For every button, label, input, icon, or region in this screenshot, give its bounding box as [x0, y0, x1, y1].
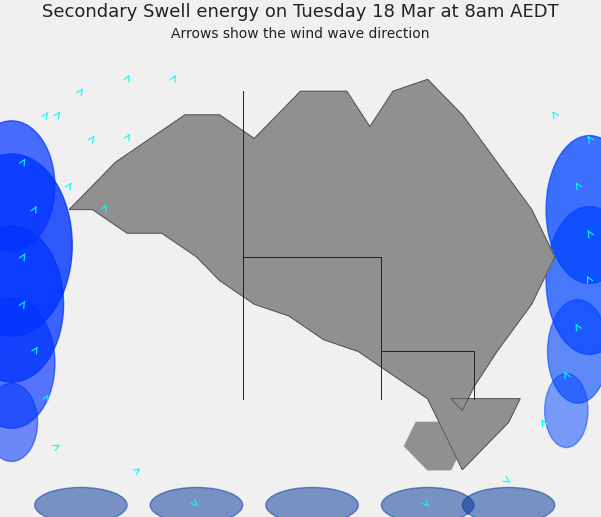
Ellipse shape	[0, 384, 38, 461]
Ellipse shape	[548, 300, 601, 403]
Polygon shape	[69, 80, 555, 469]
Polygon shape	[404, 422, 462, 469]
Text: Arrows show the wind wave direction: Arrows show the wind wave direction	[171, 27, 430, 41]
Ellipse shape	[35, 488, 127, 517]
Ellipse shape	[0, 121, 55, 251]
Ellipse shape	[545, 374, 588, 448]
Ellipse shape	[266, 488, 358, 517]
Ellipse shape	[462, 488, 555, 517]
Ellipse shape	[0, 226, 64, 382]
Text: Secondary Swell energy on Tuesday 18 Mar at 8am AEDT: Secondary Swell energy on Tuesday 18 Mar…	[42, 3, 559, 21]
Ellipse shape	[382, 488, 474, 517]
Ellipse shape	[150, 488, 243, 517]
Ellipse shape	[0, 298, 55, 428]
Ellipse shape	[546, 207, 601, 354]
Ellipse shape	[546, 135, 601, 283]
Ellipse shape	[0, 154, 72, 336]
